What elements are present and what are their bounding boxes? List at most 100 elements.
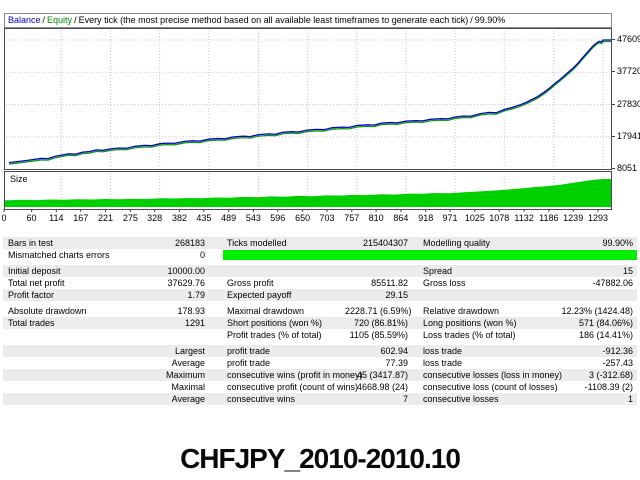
x-axis-label: 328 [147,213,163,223]
table-row: Mismatched charts errors 0 [3,249,637,261]
balance-chart [4,28,612,170]
table-row: Absolute drawdown 178.93 Maximal drawdown 2… [3,305,637,317]
stat-label: Long positions (won %) [423,318,517,328]
y-tick-mark [611,168,615,169]
x-axis-label: 1132 [514,213,534,223]
legend-separator: / [42,15,46,25]
stat-value: Average [171,358,205,368]
table-row: Profit factor 1.79 Expected payoff 29.15 [3,289,637,301]
stat-value: 1105 (85.59%) [349,330,408,340]
stat-value: -912.36 [602,346,633,356]
stat-label: consecutive wins [227,394,296,404]
y-tick-mark [611,71,615,73]
stat-label [3,381,153,393]
size-fill [5,179,611,207]
stat-label: Initial deposit [8,266,61,276]
stat-value: 215404307 [362,238,408,248]
stat-label: Absolute drawdown [8,306,87,316]
x-axis-label: 167 [73,213,89,223]
stat-label: consecutive wins (profit in money) [227,370,363,380]
stat-label [3,369,153,381]
stat-value: 720 (86.81%) [353,318,408,328]
stat-label: Maximal drawdown [227,306,305,316]
stat-label [205,265,345,277]
y-axis-label: 37720 [617,66,640,77]
balance-label: Balance [8,15,41,25]
stat-value: 602.94 [380,346,408,356]
stat-label: Profit trades (% of total) [227,330,322,340]
stat-value: 178.93 [177,306,205,316]
size-area [5,172,611,209]
x-axis-label: 382 [171,213,187,223]
stat-label: Gross profit [227,278,274,288]
modelling-quality-bar [223,250,637,260]
stat-label: profit trade [227,358,271,368]
table-row: Maximal consecutive profit (count of wins… [3,381,637,393]
stat-label: Bars in test [8,238,54,248]
x-axis-label: 703 [319,213,335,223]
modelling-quality-value: 99.90% [474,15,506,25]
stat-label [3,393,153,405]
x-axis-label: 1186 [539,213,559,223]
stat-value: 99.90% [602,238,633,248]
x-axis: 0 60 114 167 221 275 328 382 435 489 543 596 650 703 7… [0,209,640,235]
stat-label: consecutive losses (loss in money) [423,370,563,380]
stat-value: 186 (14.41%) [578,330,633,340]
stat-value: 15 [622,266,633,276]
stat-value: 4668.98 (24) [356,382,408,392]
stat-value: 77.39 [385,358,408,368]
stat-label: Loss trades (% of total) [423,330,516,340]
x-axis-label: 757 [344,213,360,223]
size-label: Size [10,174,28,184]
stat-value: 85511.82 [371,278,408,288]
y-tick-mark [611,39,615,40]
x-axis-label: 275 [122,213,138,223]
stat-value [538,289,637,301]
balance-line [8,39,611,164]
x-axis-label: 543 [245,213,261,223]
x-axis-label: 0 [1,213,7,223]
x-axis-label: 221 [98,213,114,223]
stat-label [3,329,153,341]
stat-label: consecutive loss (count of losses) [423,382,558,392]
stat-value: 0 [199,250,205,260]
x-axis-label: 1025 [464,213,485,223]
x-tick-marks [3,209,599,212]
stat-value: Average [171,394,205,404]
x-axis-label: 971 [442,213,458,223]
stat-label: Spread [423,266,453,276]
stat-value: 571 (84.06%) [578,318,633,328]
x-axis-label: 489 [221,213,237,223]
stat-value: 10000.00 [167,266,205,276]
stat-value: Largest [174,346,205,356]
size-chart: Size [4,171,612,210]
legend-separator: / [470,15,473,25]
stat-label: Total trades [8,318,55,328]
x-axis-label: 596 [270,213,286,223]
stat-label: Short positions (won %) [227,318,323,328]
stat-value: 1.79 [187,290,205,300]
model-description: Every tick (the most precise method base… [78,15,469,25]
stat-value: -257.43 [602,358,633,368]
stat-label: Profit factor [8,290,55,300]
stat-value: 1291 [184,318,205,328]
stat-label: consecutive profit (count of wins) [227,382,359,392]
stat-value: 2228.71 (6.59%) [345,306,412,316]
table-row: Profit trades (% of total) 1105 (85.59%) L… [3,329,637,341]
stat-label [3,357,153,369]
table-row: Bars in test 268183 Ticks modelled 21540430… [3,237,637,249]
stat-label [3,345,153,357]
y-axis-label: 27830 [617,98,640,109]
x-axis-label: 1078 [489,213,510,223]
stat-label: Total net profit [8,278,65,288]
stat-value: 268183 [174,238,205,248]
x-axis-label: 435 [196,213,212,223]
chart-legend: Balance / Equity / Every tick (the most prec… [4,13,612,28]
equity-label: Equity [47,15,73,25]
x-axis-label: 114 [49,213,64,223]
table-row: Total trades 1291 Short positions (won %) 7… [3,317,637,329]
y-tick-mark [611,103,615,105]
stat-label: loss trade [423,358,463,368]
stat-label: Ticks modelled [227,238,287,248]
